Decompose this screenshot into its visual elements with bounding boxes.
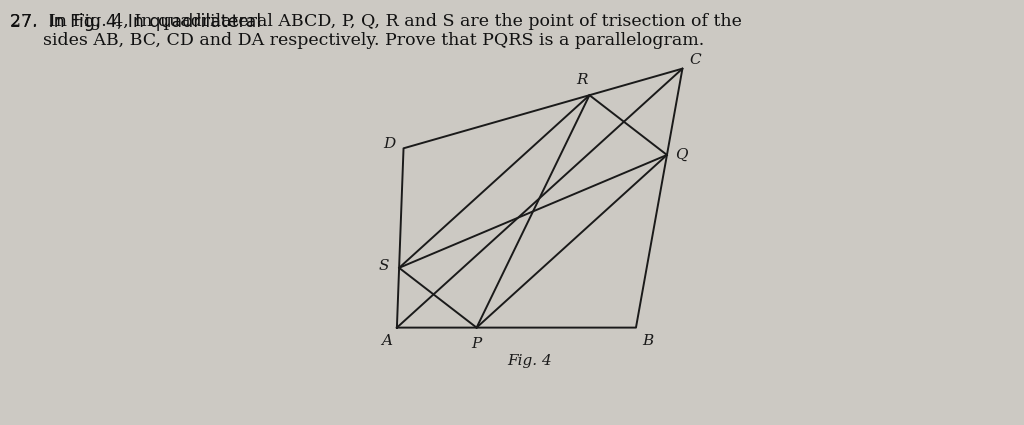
Text: B: B [642,334,653,348]
Text: S: S [379,259,389,273]
Text: 27.  In Fig. 4, In quadrilateral: 27. In Fig. 4, In quadrilateral [10,13,267,31]
Text: R: R [577,73,588,87]
Text: D: D [383,137,395,151]
Text: Fig. 4: Fig. 4 [507,354,552,368]
Text: Q: Q [675,148,687,162]
Text: P: P [471,337,481,351]
Text: A: A [381,334,392,348]
Text: 27.  In Fig. 4, In quadrilateral ABCD, P, Q, R and S are the point of trisection: 27. In Fig. 4, In quadrilateral ABCD, P,… [10,13,742,49]
Text: C: C [689,53,700,67]
